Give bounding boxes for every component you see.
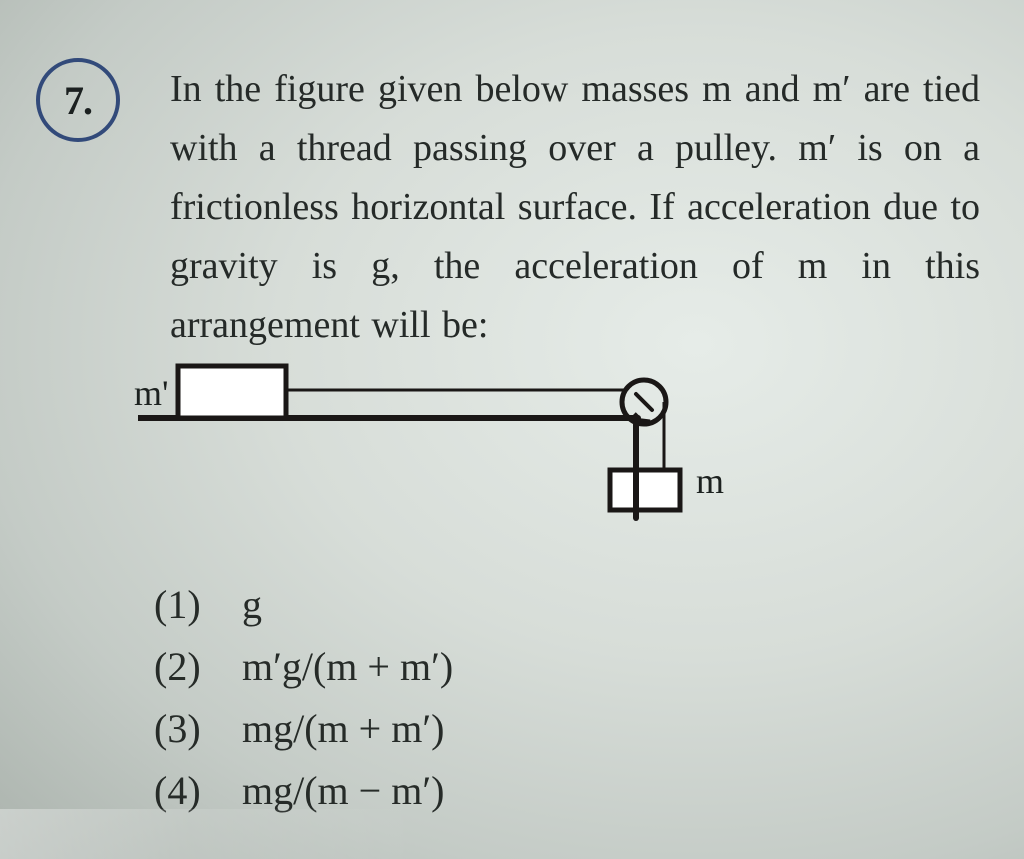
option-3: (3) mg/(m + m′) [154, 698, 854, 760]
option-text: g [242, 574, 262, 636]
option-text: mg/(m + m′) [242, 698, 444, 760]
option-text: mg/(m − m′) [242, 760, 444, 822]
option-number: (1) [154, 574, 224, 636]
question-text: In the figure given below masses m and m… [170, 60, 980, 354]
label-m-prime: m' [134, 372, 169, 414]
option-number: (3) [154, 698, 224, 760]
diagram-svg [138, 360, 708, 525]
option-number: (4) [154, 760, 224, 822]
question-number: 7. [64, 77, 92, 124]
option-4: (4) mg/(m − m′) [154, 760, 854, 822]
pulley-diagram: m' m [138, 360, 708, 525]
option-2: (2) m′g/(m + m′) [154, 636, 854, 698]
label-m: m [696, 460, 724, 502]
option-number: (2) [154, 636, 224, 698]
options-list: (1) g (2) m′g/(m + m′) (3) mg/(m + m′) (… [154, 574, 854, 822]
question-number-badge: 7. [36, 58, 120, 142]
option-1: (1) g [154, 574, 854, 636]
pen-circle: 7. [36, 58, 120, 142]
option-text: m′g/(m + m′) [242, 636, 453, 698]
